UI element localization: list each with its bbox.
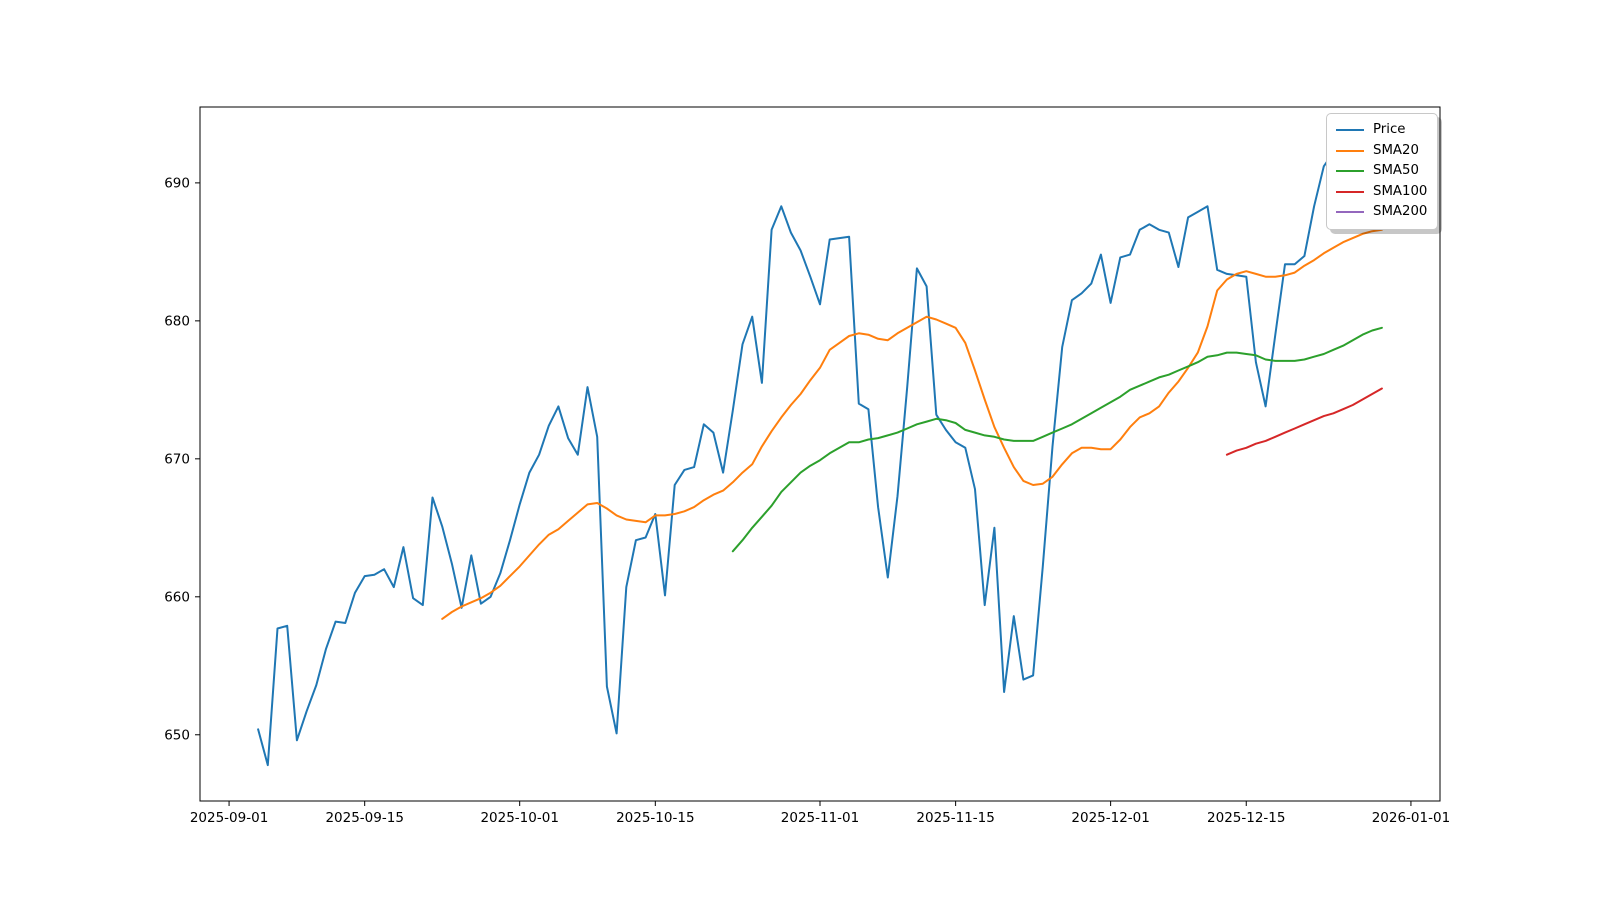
legend-label: Price: [1373, 122, 1406, 138]
y-tick-label: 690: [164, 175, 190, 191]
sma50-line: [731, 326, 1383, 553]
x-tick-label: 2025-09-15: [325, 810, 403, 826]
legend-label: SMA20: [1373, 142, 1419, 158]
x-tick-label: 2025-12-01: [1071, 810, 1149, 826]
x-axis: 2025-09-01 2025-09-15 2025-10-01 2025-10-15…: [190, 801, 1450, 826]
legend-line-sample: [1336, 149, 1364, 152]
x-tick-label: 2025-10-15: [616, 810, 694, 826]
sma100-line: [1225, 387, 1383, 456]
legend-label: SMA100: [1373, 183, 1428, 199]
axes-spines: [199, 106, 1441, 802]
legend-item-sma100: SMA100: [1336, 182, 1427, 203]
legend: Price SMA20 SMA50 SMA100 SMA200: [1326, 113, 1439, 230]
x-tick-label: 2025-12-15: [1207, 810, 1285, 826]
x-tick-label: 2025-11-15: [916, 810, 994, 826]
x-tick-label: 2026-01-01: [1372, 810, 1450, 826]
legend-line-sample: [1336, 211, 1364, 214]
sma20-line: [441, 228, 1383, 620]
legend-label: SMA200: [1373, 204, 1428, 220]
legend-item-sma200: SMA200: [1336, 202, 1427, 223]
y-tick-label: 680: [164, 313, 190, 329]
x-tick-label: 2025-09-01: [190, 810, 268, 826]
legend-label: SMA50: [1373, 163, 1419, 179]
legend-item-price: Price: [1336, 120, 1427, 141]
legend-line-sample: [1336, 190, 1364, 193]
y-tick-label: 650: [164, 727, 190, 743]
y-axis: 650 660 670 680 690: [164, 175, 200, 743]
legend-line-sample: [1336, 170, 1364, 173]
legend-item-sma20: SMA20: [1336, 141, 1427, 162]
price-line: [257, 121, 1383, 767]
y-tick-label: 660: [164, 589, 190, 605]
x-tick-label: 2025-10-01: [480, 810, 558, 826]
legend-item-sma50: SMA50: [1336, 161, 1427, 182]
legend-line-sample: [1336, 129, 1364, 132]
plot-border: [199, 106, 1441, 802]
series-lines: [257, 121, 1383, 767]
x-tick-label: 2025-11-01: [781, 810, 859, 826]
y-tick-label: 670: [164, 451, 190, 467]
